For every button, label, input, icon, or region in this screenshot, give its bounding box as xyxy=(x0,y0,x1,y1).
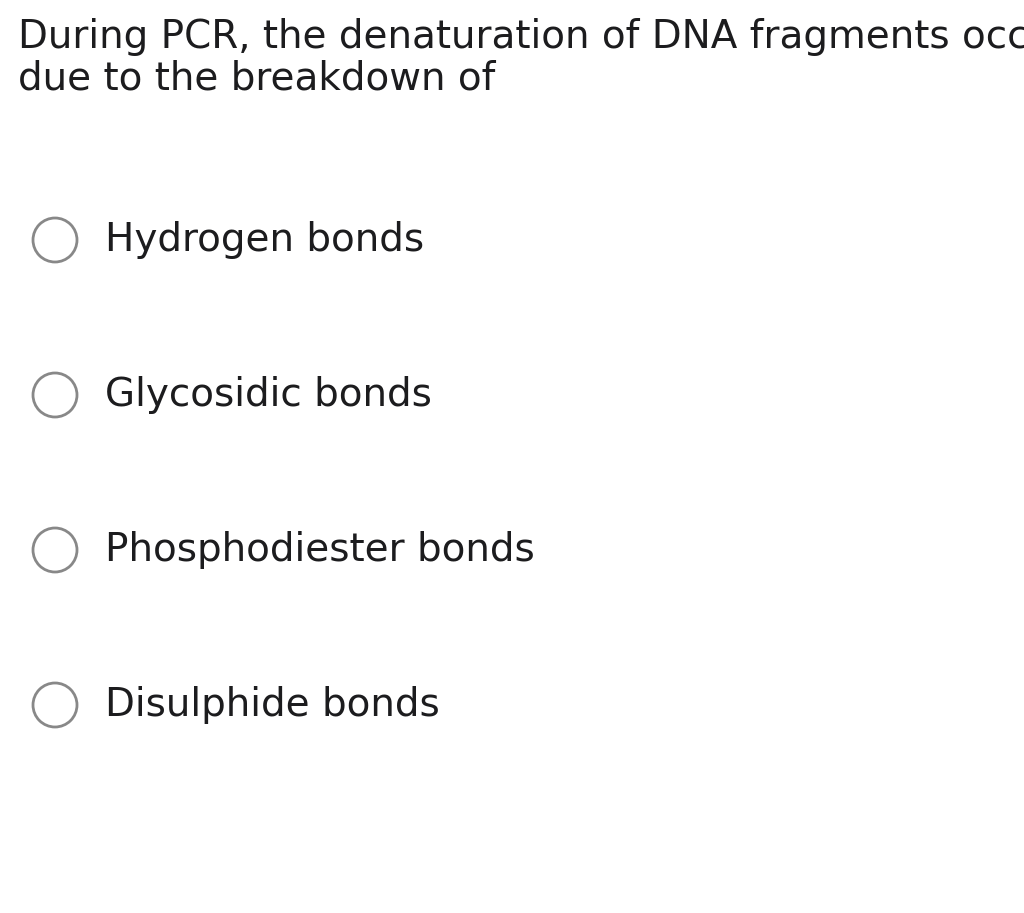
Text: due to the breakdown of: due to the breakdown of xyxy=(18,60,496,98)
Text: Disulphide bonds: Disulphide bonds xyxy=(105,686,439,724)
Text: Hydrogen bonds: Hydrogen bonds xyxy=(105,221,424,259)
Text: During PCR, the denaturation of DNA fragments occurs: During PCR, the denaturation of DNA frag… xyxy=(18,18,1024,56)
Text: Phosphodiester bonds: Phosphodiester bonds xyxy=(105,531,535,569)
Text: Glycosidic bonds: Glycosidic bonds xyxy=(105,376,432,414)
